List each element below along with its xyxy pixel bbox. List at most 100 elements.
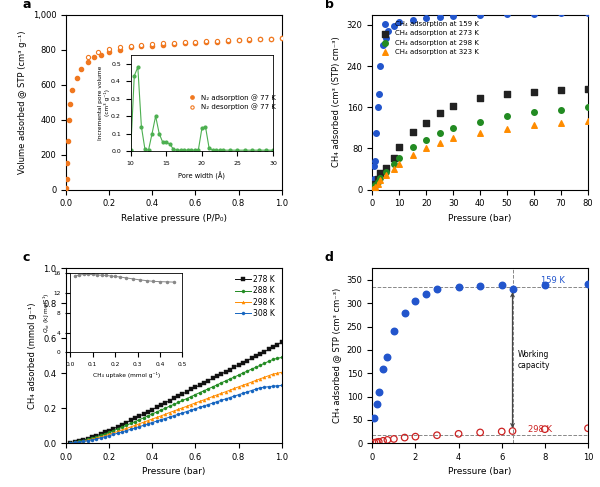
- 288 K: [278, 355, 286, 360]
- 288 K: [67, 440, 74, 446]
- 288 K: [123, 422, 130, 428]
- Point: [372, 438, 382, 446]
- 298 K: [278, 370, 286, 375]
- 298 K: [200, 397, 208, 403]
- 288 K: [205, 386, 212, 392]
- 278 K: [114, 424, 121, 430]
- 298 K: [261, 375, 268, 380]
- 298 K: [170, 408, 178, 414]
- 288 K: [230, 374, 238, 380]
- N₂ desorption @ 77 K: [278, 36, 286, 41]
- CH₄ adsorption at 159 K: [381, 34, 391, 42]
- CH₄ adsorption at 159 K: [376, 62, 385, 70]
- Point: [583, 424, 593, 432]
- N₂ adsorption @ 77 K: [65, 138, 72, 144]
- 288 K: [170, 401, 178, 407]
- CH₄ adsorption at 298 K: [368, 185, 377, 193]
- CH₄ adsorption at 159 K: [435, 13, 445, 21]
- N₂ adsorption @ 77 K: [84, 59, 91, 65]
- 308 K: [265, 384, 272, 390]
- Point: [378, 365, 388, 373]
- N₂ desorption @ 77 K: [160, 40, 167, 46]
- CH₄ adsorption at 273 K: [369, 183, 379, 191]
- 288 K: [274, 356, 281, 361]
- 278 K: [170, 395, 178, 401]
- Point: [454, 283, 463, 291]
- 298 K: [88, 436, 95, 442]
- 298 K: [131, 422, 139, 428]
- Point: [540, 425, 550, 433]
- CH₄ adsorption at 323 K: [408, 150, 418, 158]
- CH₄ adsorption at 159 K: [448, 12, 458, 20]
- 278 K: [153, 404, 160, 410]
- 308 K: [76, 439, 83, 445]
- 308 K: [183, 409, 190, 414]
- 308 K: [175, 412, 182, 417]
- N₂ adsorption @ 77 K: [149, 43, 156, 49]
- CH₄ adsorption at 298 K: [368, 185, 378, 192]
- 298 K: [67, 440, 74, 446]
- N₂ adsorption @ 77 K: [116, 47, 124, 53]
- Point: [475, 429, 485, 436]
- Point: [508, 427, 517, 435]
- Point: [374, 438, 383, 446]
- 308 K: [136, 424, 143, 430]
- CH₄ adsorption at 298 K: [421, 136, 431, 144]
- 278 K: [235, 362, 242, 368]
- 278 K: [80, 437, 87, 443]
- Point: [432, 431, 442, 439]
- 288 K: [97, 432, 104, 438]
- Point: [383, 436, 392, 444]
- 308 K: [92, 436, 100, 442]
- N₂ desorption @ 77 K: [235, 37, 242, 43]
- N₂ adsorption @ 77 K: [73, 75, 80, 80]
- 298 K: [80, 438, 87, 444]
- CH₄ adsorption at 273 K: [373, 175, 382, 183]
- N₂ adsorption @ 77 K: [106, 49, 113, 55]
- 298 K: [136, 421, 143, 427]
- 278 K: [269, 344, 277, 350]
- CH₄ adsorption at 323 K: [368, 185, 378, 193]
- 288 K: [175, 399, 182, 405]
- 308 K: [188, 407, 195, 413]
- 288 K: [218, 380, 225, 386]
- 278 K: [226, 367, 233, 373]
- N₂ desorption @ 77 K: [268, 36, 275, 42]
- 298 K: [71, 439, 78, 445]
- 278 K: [244, 357, 251, 363]
- Point: [421, 290, 431, 298]
- Point: [378, 437, 388, 445]
- N₂ adsorption @ 77 K: [69, 87, 76, 93]
- CH₄ adsorption at 159 K: [368, 185, 377, 192]
- CH₄ adsorption at 323 K: [394, 160, 404, 168]
- CH₄ adsorption at 298 K: [376, 174, 385, 182]
- N₂ adsorption @ 77 K: [235, 37, 242, 43]
- CH₄ adsorption at 273 K: [408, 128, 418, 136]
- Point: [400, 309, 409, 317]
- 298 K: [166, 410, 173, 415]
- 308 K: [106, 433, 113, 439]
- 278 K: [101, 430, 109, 435]
- 288 K: [257, 362, 264, 368]
- 278 K: [192, 384, 199, 390]
- Point: [583, 280, 593, 287]
- N₂ adsorption @ 77 K: [91, 55, 98, 60]
- CH₄ adsorption at 298 K: [583, 103, 593, 111]
- Point: [475, 281, 485, 289]
- 278 K: [205, 377, 212, 383]
- 288 K: [157, 407, 164, 413]
- CH₄ adsorption at 298 K: [369, 184, 379, 191]
- Legend: CH₄ adsorption at 159 K, CH₄ adsorption at 273 K, CH₄ adsorption at 298 K, CH₄ a: CH₄ adsorption at 159 K, CH₄ adsorption …: [376, 18, 481, 58]
- 288 K: [196, 390, 203, 395]
- 288 K: [88, 435, 95, 441]
- 298 K: [209, 393, 216, 399]
- 308 K: [110, 431, 117, 437]
- 288 K: [71, 439, 78, 445]
- Text: b: b: [325, 0, 334, 11]
- N₂ adsorption @ 77 K: [257, 37, 264, 42]
- Point: [389, 327, 398, 335]
- N₂ adsorption @ 77 K: [203, 39, 210, 45]
- 298 K: [106, 431, 113, 437]
- 308 K: [222, 396, 229, 402]
- 298 K: [149, 416, 156, 422]
